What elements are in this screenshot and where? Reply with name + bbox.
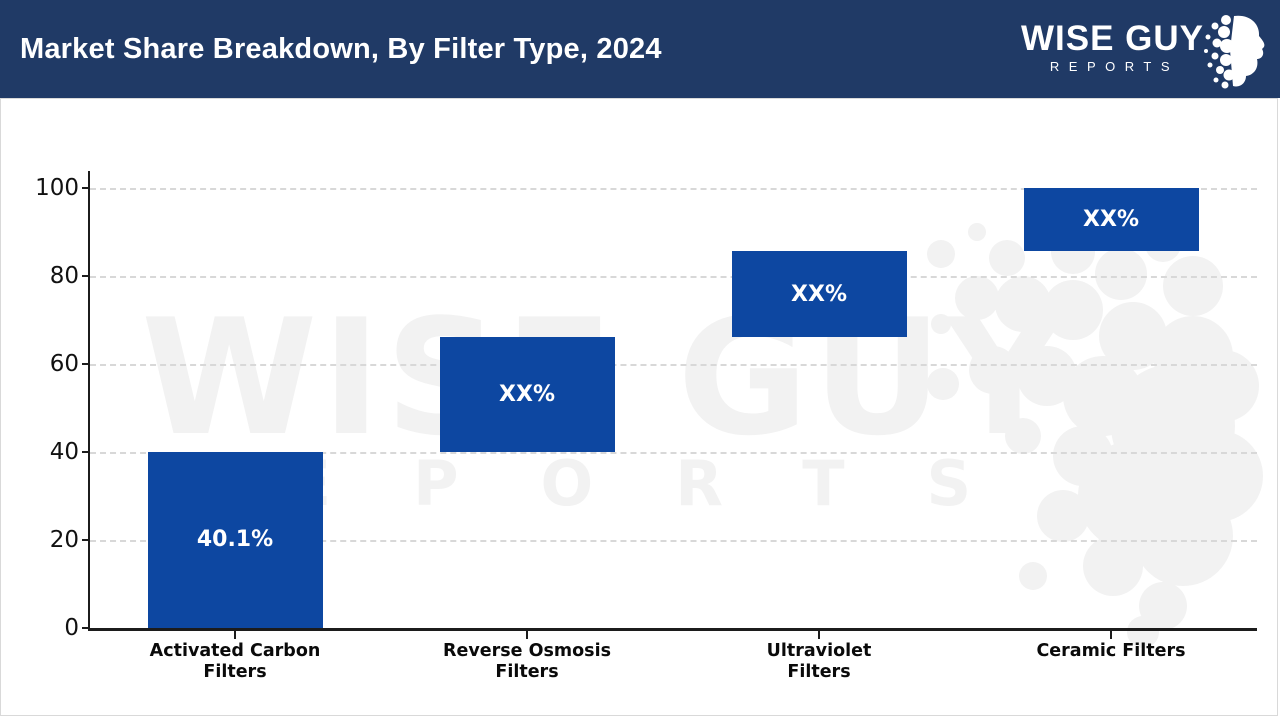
bar-value-label: XX% xyxy=(791,281,847,307)
category-label-line: Reverse Osmosis xyxy=(442,641,611,661)
y-tick-mark xyxy=(82,275,89,277)
x-tick-mark xyxy=(1110,631,1112,639)
chart-canvas: WISE GUY REPORTS 0 20 40 60 80 100 40.1% Activa… xyxy=(0,98,1278,716)
bar-chart: 0 20 40 60 80 100 40.1% Activated Carbon Filters… xyxy=(1,99,1277,715)
y-tick-mark xyxy=(82,451,89,453)
x-tick-mark xyxy=(818,631,820,639)
y-tick-mark xyxy=(82,363,89,365)
y-tick-label: 0 xyxy=(64,615,79,641)
y-tick-label: 20 xyxy=(49,527,79,553)
logo-head-icon xyxy=(1204,15,1265,89)
category-label-line: Ceramic Filters xyxy=(1036,641,1186,661)
x-axis-line xyxy=(88,628,1257,631)
bar-segment: 40.1% xyxy=(147,451,323,628)
header-bar: Market Share Breakdown, By Filter Type, … xyxy=(0,0,1280,98)
y-tick-label: 40 xyxy=(49,439,79,465)
category-label-line: Filters xyxy=(203,662,267,682)
y-tick-mark xyxy=(82,187,89,189)
bar-segment: XX% xyxy=(1023,188,1199,251)
bar-segment: XX% xyxy=(439,337,615,452)
bar-value-label: XX% xyxy=(1083,206,1139,232)
bar-value-label: XX% xyxy=(499,381,555,407)
category-label-line: Filters xyxy=(787,662,851,682)
y-tick-mark xyxy=(82,627,89,629)
wise-guy-logo: WISE GUY REPORTS xyxy=(1016,6,1266,92)
x-tick-mark xyxy=(234,631,236,639)
gridline xyxy=(90,364,1257,366)
category-label: Ultraviolet Filters xyxy=(669,641,969,683)
gridline xyxy=(90,276,1257,278)
page-title: Market Share Breakdown, By Filter Type, … xyxy=(20,32,662,65)
category-label: Reverse Osmosis Filters xyxy=(377,641,677,683)
category-label: Ceramic Filters xyxy=(961,641,1261,662)
y-tick-mark xyxy=(82,539,89,541)
category-label: Activated Carbon Filters xyxy=(85,641,385,683)
logo-wordmark: WISE GUY REPORTS xyxy=(1020,19,1204,74)
category-label-line: Filters xyxy=(495,662,559,682)
x-tick-mark xyxy=(526,631,528,639)
y-tick-label: 80 xyxy=(49,263,79,289)
y-tick-label: 100 xyxy=(35,175,79,201)
category-label-line: Activated Carbon xyxy=(149,641,321,661)
gridline xyxy=(90,540,1257,542)
watermark-head-icon xyxy=(927,216,1263,648)
bar-segment: XX% xyxy=(731,250,907,338)
y-tick-label: 60 xyxy=(49,351,79,377)
gridline xyxy=(90,188,1257,190)
logo-title-text: WISE GUY xyxy=(1020,19,1204,58)
gridline xyxy=(90,452,1257,454)
bar-value-label: 40.1% xyxy=(196,527,274,553)
logo-subtitle-text: REPORTS xyxy=(1049,59,1180,74)
y-axis-line xyxy=(88,171,90,628)
category-label-line: Ultraviolet xyxy=(766,641,872,661)
